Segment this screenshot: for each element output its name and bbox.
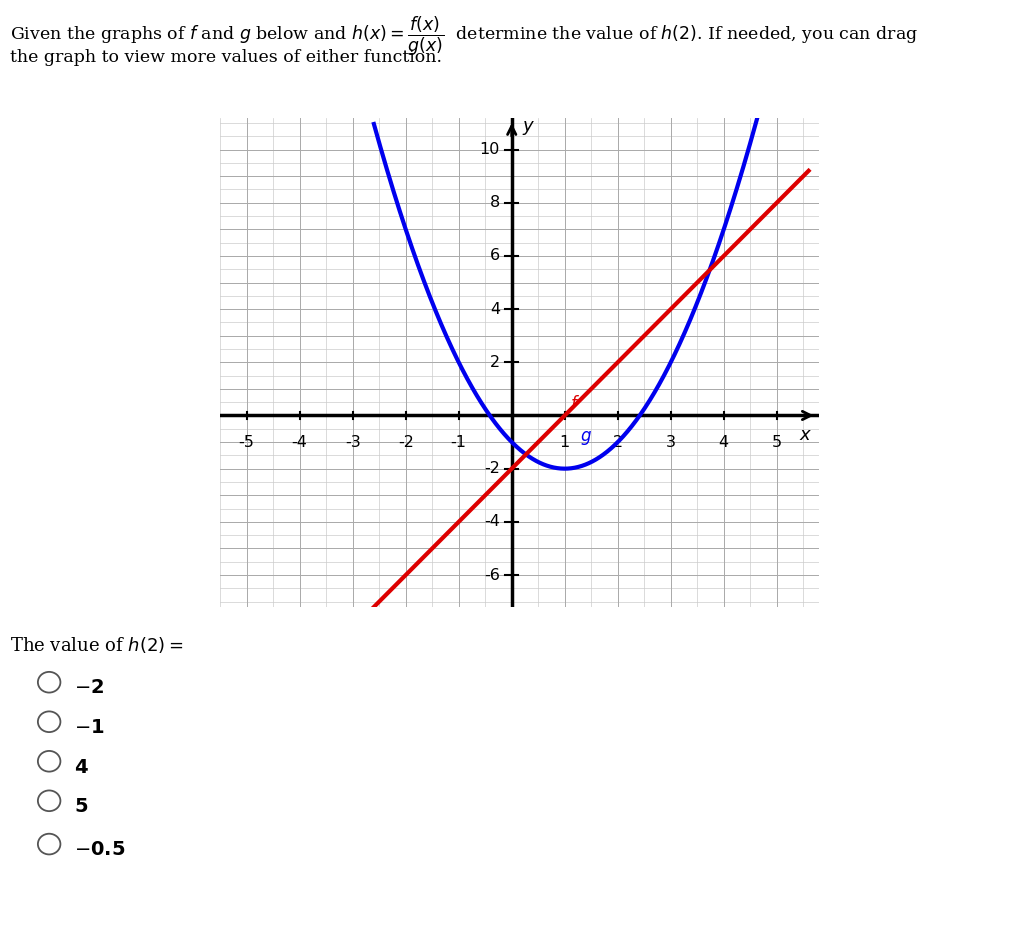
Text: -6: -6 xyxy=(484,567,500,582)
Text: 10: 10 xyxy=(479,142,500,157)
Text: $y$: $y$ xyxy=(522,120,536,137)
Text: -5: -5 xyxy=(239,436,255,451)
Text: 8: 8 xyxy=(489,195,500,210)
Text: 2: 2 xyxy=(489,355,500,370)
Text: 4: 4 xyxy=(489,302,500,316)
Text: The value of $h(2) =$: The value of $h(2) =$ xyxy=(10,635,183,655)
Text: $-$$\mathbf{0.5}$: $-$$\mathbf{0.5}$ xyxy=(74,840,125,859)
Text: -2: -2 xyxy=(397,436,414,451)
Text: 6: 6 xyxy=(489,248,500,263)
Text: -3: -3 xyxy=(345,436,360,451)
Text: -2: -2 xyxy=(484,461,500,476)
Text: $-$$\mathbf{2}$: $-$$\mathbf{2}$ xyxy=(74,678,104,697)
Text: $\mathbf{4}$: $\mathbf{4}$ xyxy=(74,758,88,776)
Text: the graph to view more values of either function.: the graph to view more values of either … xyxy=(10,49,442,66)
Text: 5: 5 xyxy=(772,436,782,451)
Text: 2: 2 xyxy=(612,436,623,451)
Text: $g$: $g$ xyxy=(580,429,592,447)
Text: -4: -4 xyxy=(484,515,500,530)
Text: 3: 3 xyxy=(666,436,676,451)
Text: 4: 4 xyxy=(719,436,729,451)
Text: $x$: $x$ xyxy=(800,426,813,444)
Text: $-$$\mathbf{1}$: $-$$\mathbf{1}$ xyxy=(74,718,104,737)
Text: $\mathbf{5}$: $\mathbf{5}$ xyxy=(74,797,88,816)
Text: 1: 1 xyxy=(559,436,570,451)
Text: -1: -1 xyxy=(451,436,467,451)
Text: Given the graphs of $f$ and $g$ below and $h(x) = \dfrac{f(x)}{g(x)}$  determine: Given the graphs of $f$ and $g$ below an… xyxy=(10,14,919,57)
Text: -4: -4 xyxy=(292,436,307,451)
Text: $f$: $f$ xyxy=(570,394,581,412)
